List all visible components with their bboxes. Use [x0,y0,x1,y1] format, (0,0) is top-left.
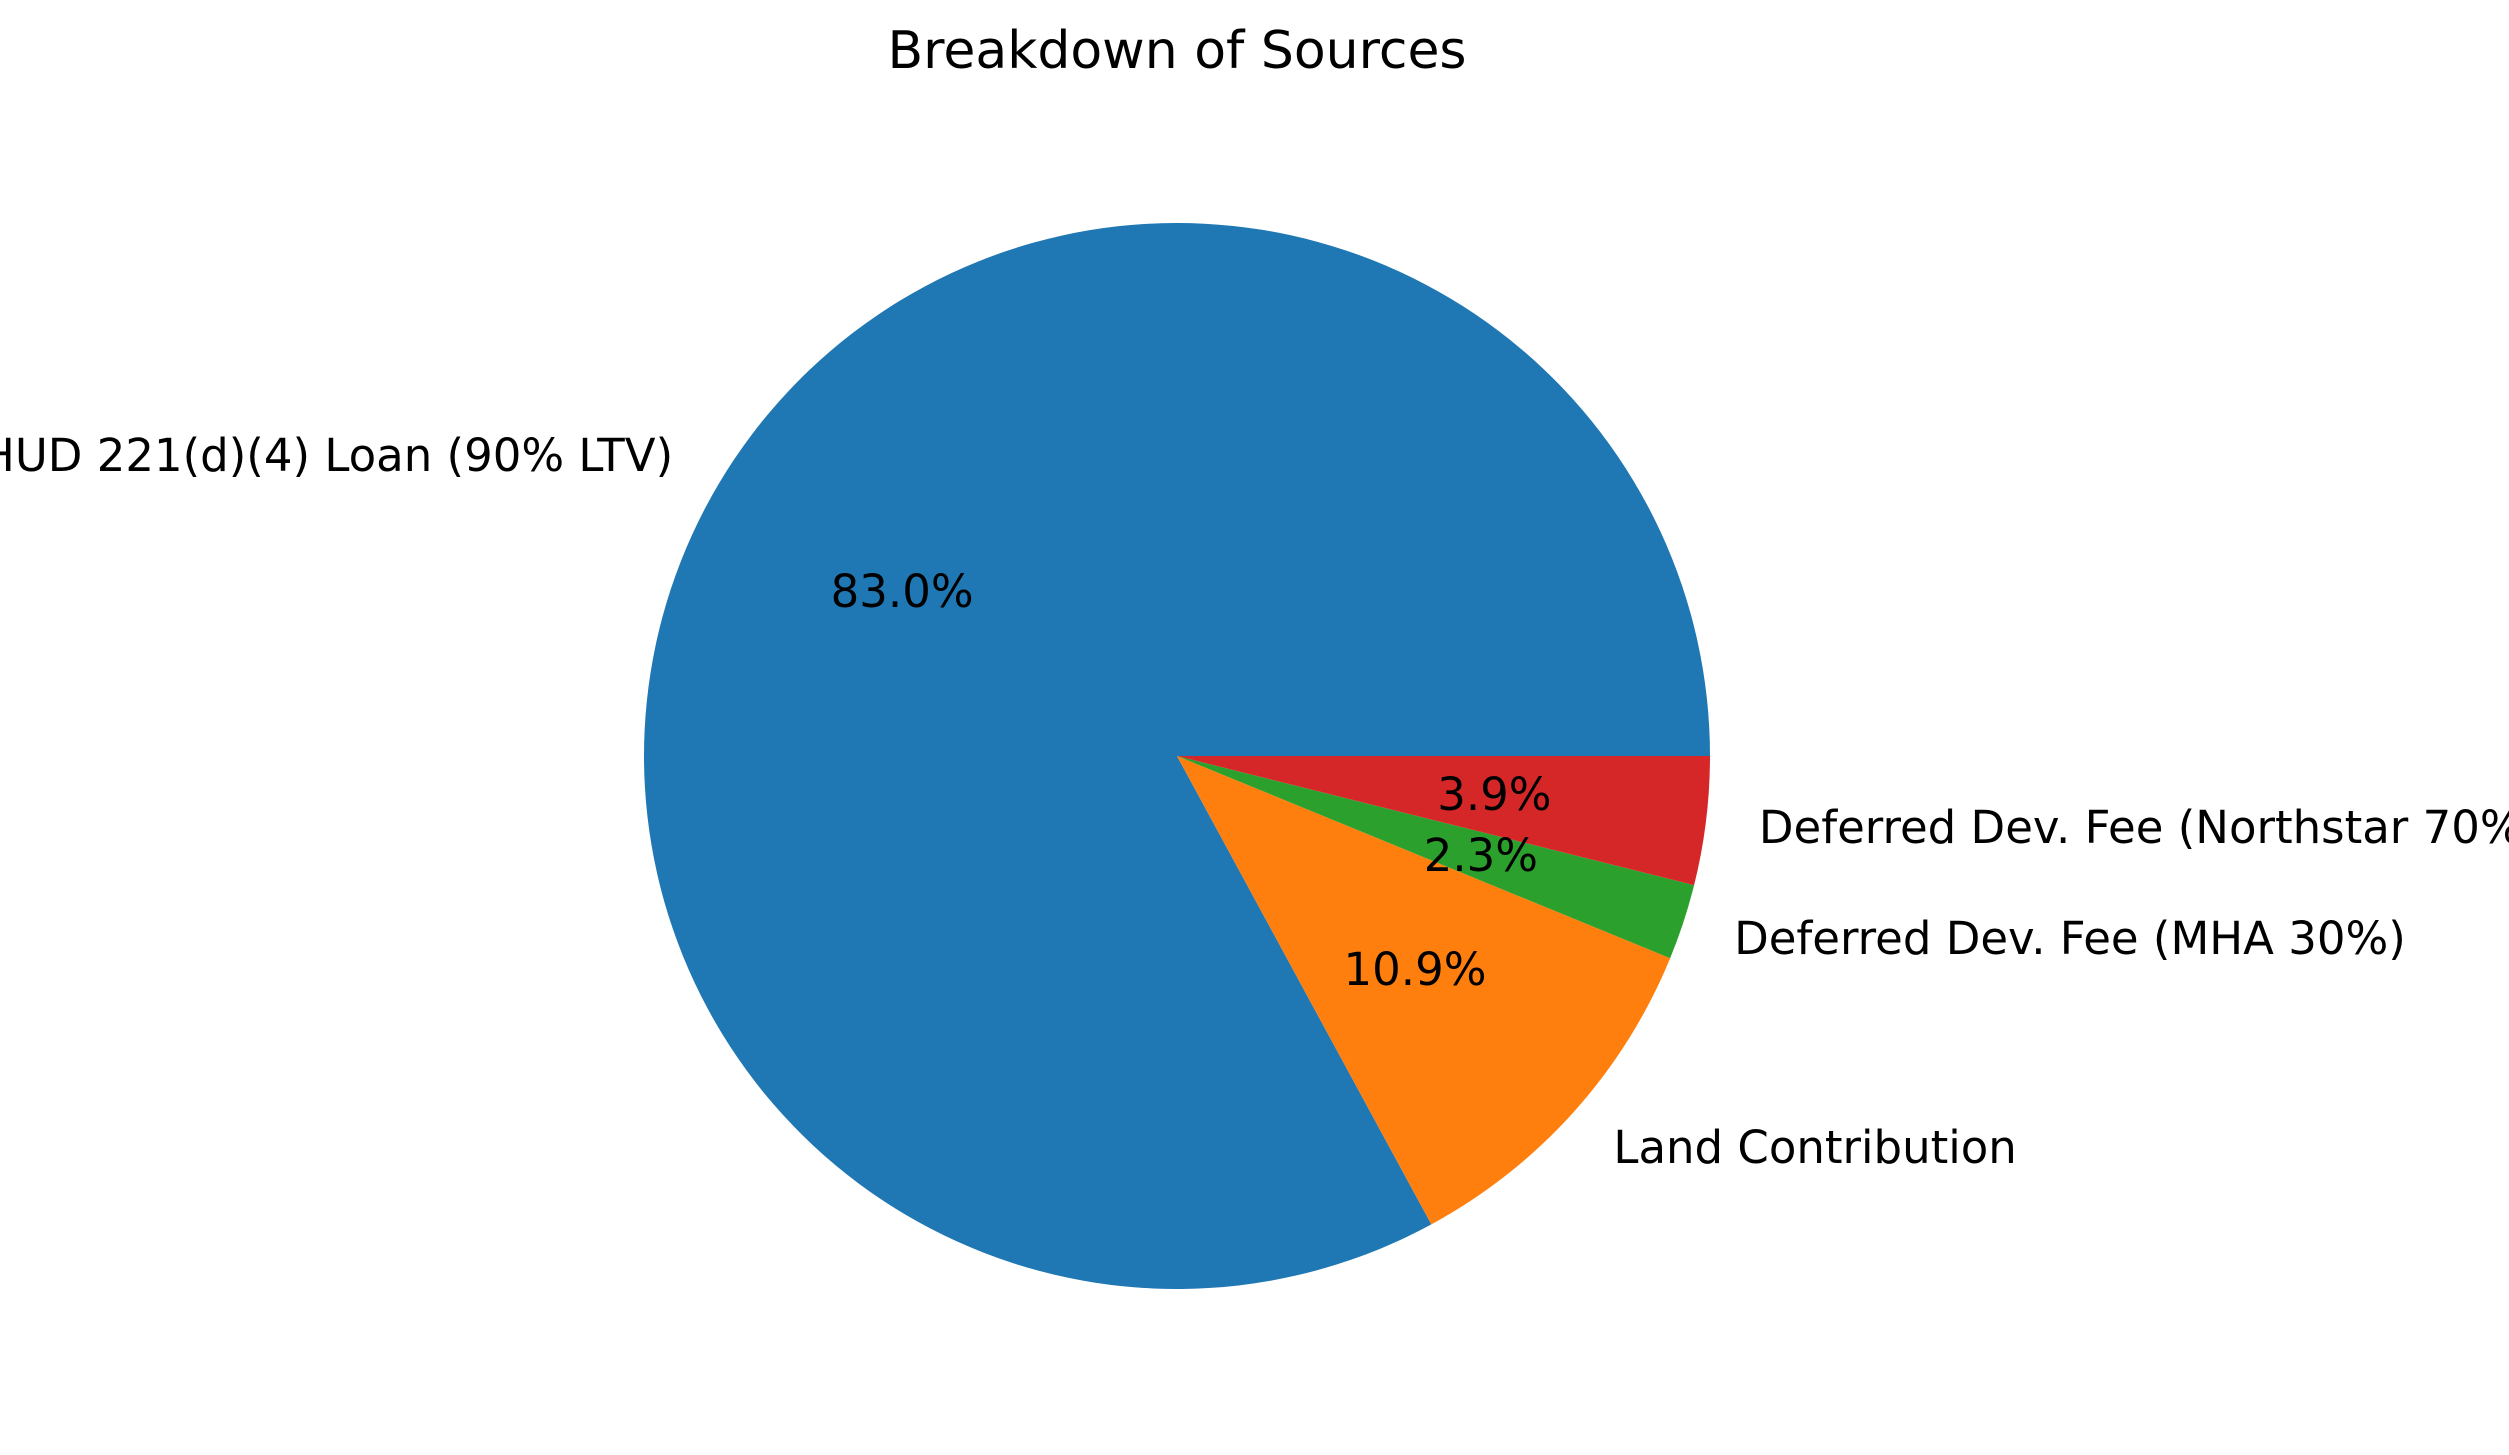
pie-slice-0 [643,222,1710,1289]
pct-label-deferred-fee-mha: 2.3% [1423,828,1539,882]
slice-label-land-contribution: Land Contribution [1613,1120,2017,1174]
pct-label-deferred-fee-northstar: 3.9% [1437,768,1552,822]
pie-slice-3 [1177,756,1710,886]
pie-slice-1 [1177,756,1671,1225]
chart-title: Breakdown of Sources [887,21,1467,81]
pct-label-hud-loan: 83.0% [830,565,974,619]
pie-slice-2 [1177,756,1695,959]
slice-label-deferred-fee-northstar: Deferred Dev. Fee (Northstar 70%) [1758,800,2509,854]
slice-label-deferred-fee-mha: Deferred Dev. Fee (MHA 30%) [1734,911,2406,965]
pct-label-land-contribution: 10.9% [1343,942,1487,996]
slice-label-hud-loan: HUD 221(d)(4) Loan (90% LTV) [0,429,674,483]
